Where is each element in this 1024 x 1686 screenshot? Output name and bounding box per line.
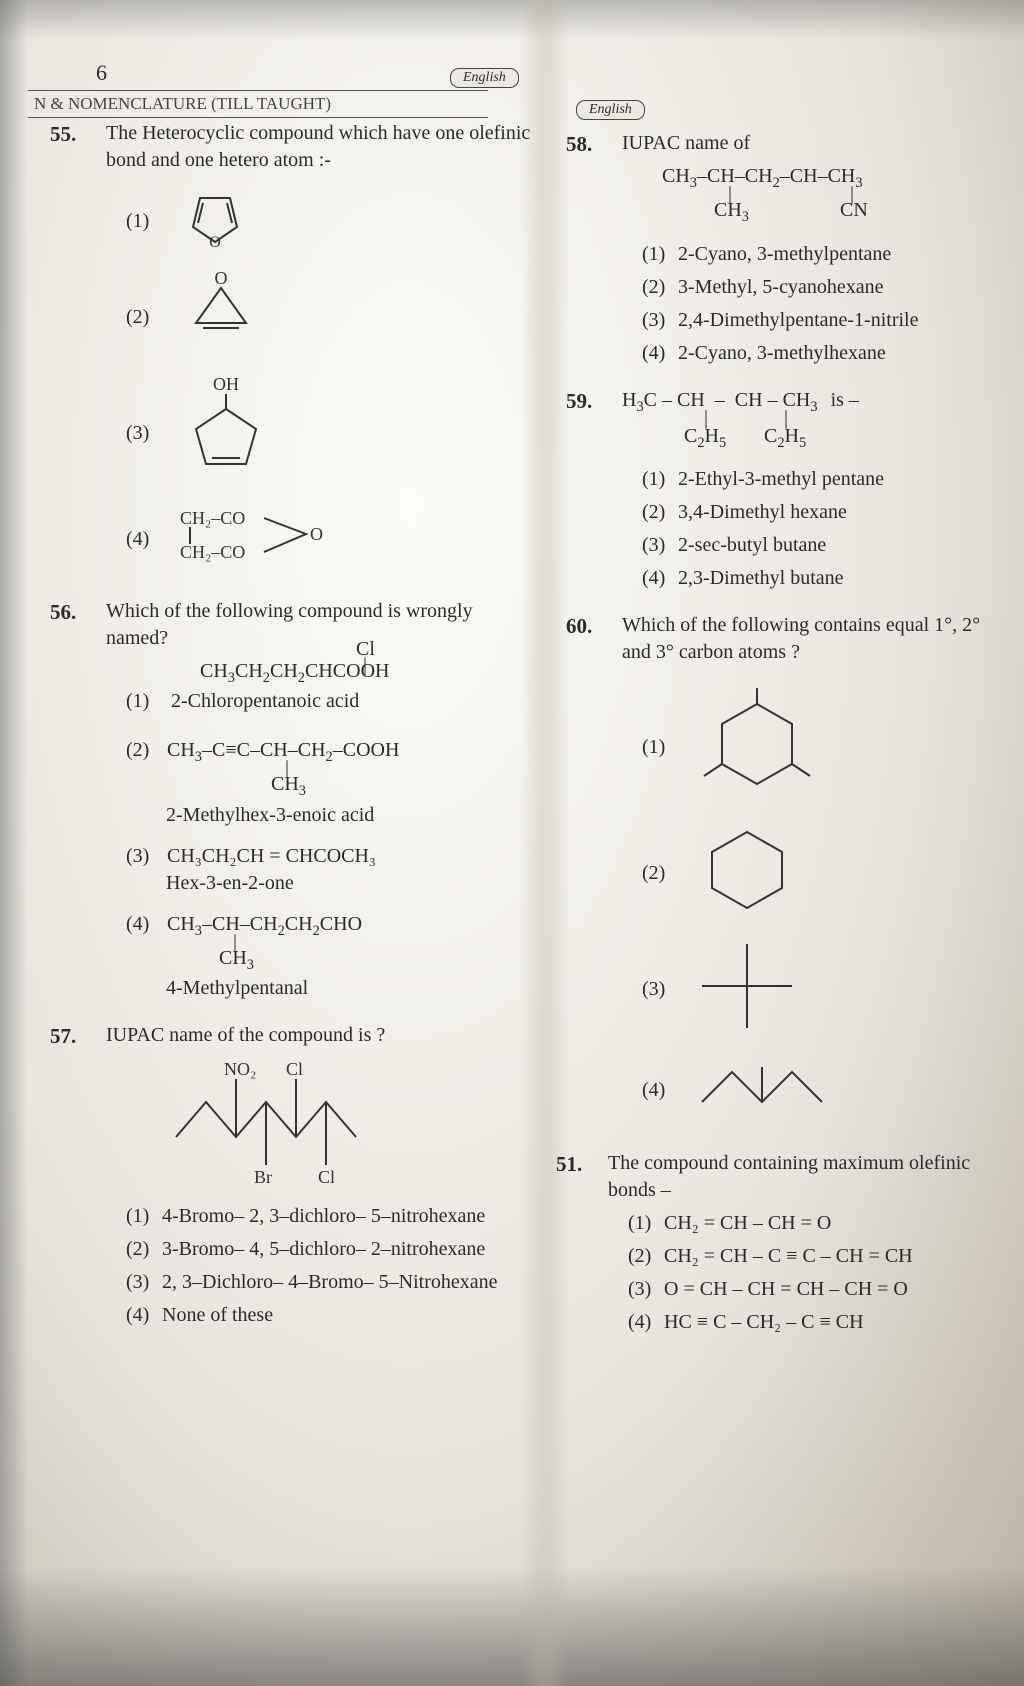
cyclopentenol-icon: OH [176, 374, 276, 492]
no2-label: NO₂ [224, 1059, 256, 1079]
q59-tail: is – [831, 389, 859, 411]
svg-text:OH: OH [213, 374, 239, 394]
question-60: 60. Which of the following contains equa… [560, 612, 1010, 1130]
chem-text: CH3–C≡C–CH–CH2–COOH | CH3 [167, 737, 399, 767]
q51-option-3: (3)O = CH – CH = CH – CH = O [628, 1276, 1010, 1303]
q59-structure: H3C – CH – CH – CH3 is – | C2H5 | C2H5 [622, 387, 1010, 417]
question-stem: IUPAC name of [622, 130, 1010, 157]
edge-shadow-left [0, 0, 28, 1686]
question-number: 57. [50, 1022, 76, 1050]
question-51: 51. The compound containing maximum olef… [560, 1150, 1010, 1336]
q59-option-3: (3)2-sec-butyl butane [642, 532, 1010, 559]
chem-text: CH3–CH–CH2CH2CHO | CH3 [167, 911, 362, 941]
question-stem: The compound containing maximum olefinic… [608, 1150, 1010, 1204]
q55-option-4: (4) CH₂–CO CH₂–CO O [126, 500, 534, 578]
q51-option-1: (1)CH₂ = CH – CH = O [628, 1210, 1010, 1237]
question-number: 56. [50, 598, 76, 626]
neopentane-icon [692, 936, 802, 1044]
question-number: 55. [50, 120, 76, 148]
q60-option-1: (1) [642, 684, 1010, 812]
svg-text:CH₂–CO: CH₂–CO [180, 508, 245, 528]
chem-text: CH₃CH₂CH = CHCOCH₃ [167, 845, 376, 867]
header: 6 N & NOMENCLATURE (TILL TAUGHT) [28, 60, 518, 118]
methylbutane-icon [692, 1052, 832, 1130]
q56-option-2: (2) CH3–C≡C–CH–CH2–COOH | CH3 2-Methylhe… [126, 737, 534, 828]
section-title: N & NOMENCLATURE (TILL TAUGHT) [28, 90, 488, 118]
cl-label: Cl [286, 1059, 303, 1079]
q58-option-1: (1)2-Cyano, 3-methylpentane [642, 241, 1010, 268]
q58-option-4: (4)2-Cyano, 3-methylhexane [642, 340, 1010, 367]
svg-text:O: O [215, 268, 228, 288]
q59-option-1: (1)2-Ethyl-3-methyl pentane [642, 466, 1010, 493]
question-stem: Which of the following compound is wrong… [106, 598, 534, 652]
question-stem: Which of the following contains equal 1°… [622, 612, 1010, 666]
cyclohexane-icon [692, 820, 802, 928]
question-57: 57. IUPAC name of the compound is ? NO₂ … [44, 1022, 534, 1329]
q55-option-3: (3) OH [126, 374, 534, 492]
q60-option-3: (3) [642, 936, 1010, 1044]
svg-text:CH₂–CO: CH₂–CO [180, 542, 245, 562]
svg-text:O: O [209, 234, 221, 251]
q55-option-1: (1) O [126, 182, 534, 260]
q58-option-3: (3)2,4-Dimethylpentane-1-nitrile [642, 307, 1010, 334]
question-stem: The Heterocyclic compound which have one… [106, 120, 534, 174]
option-label: (1) [126, 208, 162, 235]
q59-option-2: (2)3,4-Dimethyl hexane [642, 499, 1010, 526]
question-58: 58. IUPAC name of CH3–CH–CH2–CH–CH3 | CH… [560, 130, 1010, 367]
q57-option-1: (1)4-Bromo– 2, 3–dichloro– 5–nitrohexane [126, 1203, 534, 1230]
q58-structure: CH3–CH–CH2–CH–CH3 | CH3 | CN [662, 163, 1010, 193]
language-badge-left: English [450, 68, 519, 88]
q57-option-3: (3)2, 3–Dichloro– 4–Bromo– 5–Nitrohexane [126, 1269, 534, 1296]
right-column: 58. IUPAC name of CH3–CH–CH2–CH–CH3 | CH… [560, 100, 1010, 1356]
q58-option-2: (2)3-Methyl, 5-cyanohexane [642, 274, 1010, 301]
cl-label-2: Cl [318, 1167, 335, 1187]
question-59: 59. H3C – CH – CH – CH3 is – | C2H5 | C2… [560, 387, 1010, 591]
question-55: 55. The Heterocyclic compound which have… [44, 120, 534, 578]
epoxide-triangle-icon: O [176, 268, 266, 366]
option-name: 2-Methylhex-3-enoic acid [166, 802, 534, 829]
q60-option-4: (4) [642, 1052, 1010, 1130]
question-number: 58. [566, 130, 592, 158]
option-label: (2) [126, 304, 162, 331]
trimethylcyclohexane-icon [692, 684, 822, 812]
svg-text:O: O [310, 524, 323, 544]
question-number: 51. [556, 1150, 582, 1178]
option-label: (4) [126, 526, 162, 553]
q60-option-2: (2) [642, 820, 1010, 928]
anhydride-ring-icon: CH₂–CO CH₂–CO O [176, 500, 366, 578]
br-label: Br [254, 1167, 272, 1187]
option-name: 2-Chloropentanoic acid [171, 690, 359, 712]
option-label: (1) [126, 688, 162, 715]
q56-option-4: (4) CH3–CH–CH2CH2CHO | CH3 4-Methylpenta… [126, 911, 534, 1002]
option-label: (3) [126, 420, 162, 447]
left-column: 55. The Heterocyclic compound which have… [44, 120, 534, 1349]
option-label: (4) [126, 911, 162, 938]
q55-option-2: (2) O [126, 268, 534, 366]
chem-text: Cl | CH3CH2CH2CHCOOH [200, 658, 534, 688]
q57-structure: NO₂ Cl Br Cl [166, 1057, 534, 1195]
q59-option-4: (4)2,3-Dimethyl butane [642, 565, 1010, 592]
q57-option-4: (4)None of these [126, 1302, 534, 1329]
page-scan: 6 N & NOMENCLATURE (TILL TAUGHT) English… [0, 0, 1024, 1686]
q51-option-4: (4)HC ≡ C – CH₂ – C ≡ CH [628, 1309, 1010, 1336]
option-name: Hex-3-en-2-one [166, 870, 534, 897]
option-name: 4-Methylpentanal [166, 975, 534, 1002]
edge-shadow-bottom [0, 1566, 1024, 1686]
question-stem: IUPAC name of the compound is ? [106, 1022, 534, 1049]
option-label: (2) [126, 737, 162, 764]
question-number: 60. [566, 612, 592, 640]
question-number: 59. [566, 387, 592, 415]
option-label: (3) [126, 843, 162, 870]
q57-option-2: (2)3-Bromo– 4, 5–dichloro– 2–nitrohexane [126, 1236, 534, 1263]
furan-diene-icon: O [176, 182, 254, 260]
edge-shadow-top [0, 0, 1024, 40]
q56-option-3: (3) CH₃CH₂CH = CHCOCH₃ Hex-3-en-2-one [126, 843, 534, 897]
q56-option-1: Cl | CH3CH2CH2CHCOOH (1) 2-Chloropentano… [126, 658, 534, 715]
q51-option-2: (2)CH₂ = CH – C ≡ C – CH = CH [628, 1243, 1010, 1270]
question-56: 56. Which of the following compound is w… [44, 598, 534, 1002]
